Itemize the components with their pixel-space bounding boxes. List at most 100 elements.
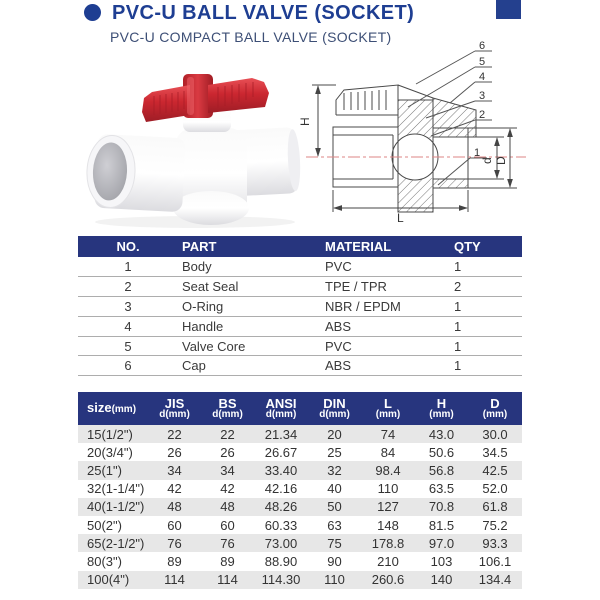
table-cell: 25 [327,444,342,460]
page-title: PVC-U BALL VALVE (SOCKET) [112,2,415,24]
table-cell: 60 [220,517,235,533]
table-cell: 15(1/2") [78,425,148,444]
table-cell: O-Ring [178,296,323,317]
table-cell: ABS [323,316,441,337]
technical-diagram: H L d D 6 5 4 3 2 1 [298,40,526,225]
table-row: 3 O-Ring NBR / EPDM 1 [78,296,522,317]
table-row: 65(2-1/2") 76 76 73.00 75 178.8 97.0 93.3 [78,534,522,553]
table-cell: Handle [178,316,323,337]
table-row: 4 Handle ABS 1 [78,316,522,337]
table-cell: Body [178,257,323,278]
table-cell: 260.6 [361,570,415,589]
table-cell: 1 [78,257,178,278]
table-cell: 93.3 [468,534,522,553]
table-cell: 22 [148,425,201,444]
table-cell: 148 [377,517,399,533]
table-cell: 34 [148,461,201,480]
table-cell: 114.30 [254,570,308,589]
table-cell: 60 [167,517,182,533]
table-cell: 48 [148,497,201,516]
table-cell: 4 [78,316,178,337]
dim-label-H: H [298,117,312,126]
table-cell: 88.90 [264,553,298,569]
table-cell: TPE / TPR [323,276,441,298]
table-cell: 74 [361,425,415,444]
table-cell: 48 [201,497,254,516]
table-cell: 56.8 [415,461,468,480]
table-cell: 65(2-1/2") [78,534,148,553]
table-cell: 63.5 [428,481,455,497]
table-cell: 50(2") [87,517,122,533]
parts-col-material: MATERIAL [323,236,441,257]
table-cell: 90 [327,553,342,569]
table-cell: 34 [201,461,254,480]
table-cell: 114 [201,570,254,589]
table-cell: 73.00 [254,534,308,553]
table-cell: Valve Core [178,336,323,357]
table-cell: 70.8 [415,497,468,516]
logo-square-icon [496,0,521,19]
table-cell: 100(4") [78,570,148,589]
table-cell: 34.5 [482,444,508,460]
table-cell: 103 [430,553,453,569]
table-cell: 178.8 [361,534,415,553]
table-cell: 30.0 [468,425,522,444]
table-cell: 32(1-1/4") [87,481,145,497]
table-cell: 1 [441,355,522,377]
table-cell: 76 [201,534,254,553]
table-row: 40(1-1/2") 48 48 48.26 50 127 70.8 61.8 [78,497,522,516]
size-table: size(mm) JIS d(mm) BS d(mm) ANSI d(mm) DIN d… [78,392,522,589]
dim-label-L: L [397,211,404,225]
table-cell: 110 [308,570,361,589]
parts-col-part: PART [178,236,323,257]
table-row: 6 Cap ABS 1 [78,355,522,377]
table-cell: 127 [361,497,415,516]
size-col-d: D (mm) [468,392,522,425]
table-row: 15(1/2") 22 22 21.34 20 74 43.0 30.0 [78,425,522,444]
table-cell: 26.67 [264,444,298,460]
table-cell: PVC [323,257,441,278]
table-cell: 6 [78,355,178,377]
table-cell: 25(1") [78,461,148,480]
dim-label-d: d [480,157,494,164]
callout-6: 6 [479,40,485,52]
table-cell: 2 [441,276,522,298]
size-col-bs: BS d(mm) [201,392,254,425]
table-cell: 140 [415,570,468,589]
table-cell: 3 [78,296,178,317]
table-row: 50(2") 60 60 60.33 63 148 81.5 75.2 [78,516,522,534]
table-cell: 1 [441,336,522,357]
table-cell: 76 [148,534,201,553]
table-row: 100(4") 114 114 114.30 110 260.6 140 134.4 [78,570,522,589]
table-cell: 21.34 [254,425,308,444]
size-col-l: L (mm) [361,392,415,425]
table-cell: 40 [327,481,342,497]
table-cell: 84 [380,444,396,460]
size-col-ansi: ANSI d(mm) [254,392,308,425]
table-cell: 98.4 [361,461,415,480]
table-row: 1 Body PVC 1 [78,257,522,278]
table-cell: Seat Seal [178,276,323,298]
bullet-icon [84,4,101,21]
table-cell: Cap [178,355,323,377]
table-cell: 22 [201,425,254,444]
page-subtitle: PVC-U COMPACT BALL VALVE (SOCKET) [110,29,392,45]
table-cell: 106.1 [478,553,512,569]
table-cell: 134.4 [468,570,522,589]
table-cell: 1 [441,316,522,337]
table-cell: 89 [220,553,235,569]
table-cell: 2 [78,276,178,298]
table-cell: 81.5 [428,517,455,533]
table-cell: 1 [441,296,522,317]
dim-label-D: D [494,156,508,165]
table-cell: 42.16 [264,481,298,497]
table-cell: 52.0 [482,481,508,497]
table-cell: 42.5 [468,461,522,480]
table-row: 2 Seat Seal TPE / TPR 2 [78,276,522,298]
callout-2: 2 [479,109,485,121]
size-col-h: H (mm) [415,392,468,425]
size-table-header-row: size(mm) JIS d(mm) BS d(mm) ANSI d(mm) DIN d… [78,392,522,425]
table-cell: 48.26 [254,497,308,516]
callout-1: 1 [474,147,480,159]
table-cell: 26 [167,444,182,460]
